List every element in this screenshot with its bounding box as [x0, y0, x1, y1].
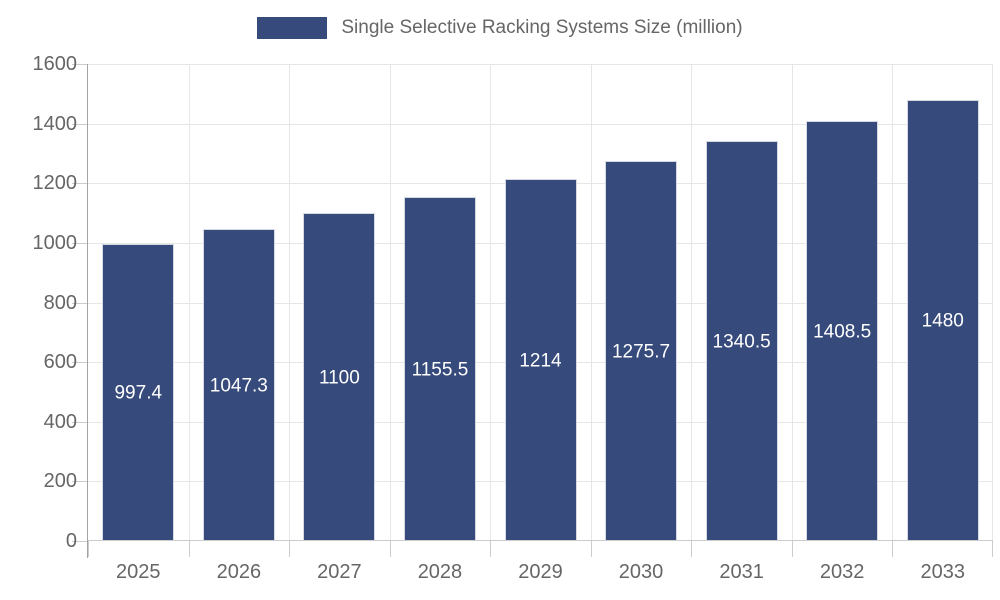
y-tick-mark: [72, 183, 87, 184]
y-tick-mark: [72, 481, 87, 482]
x-axis-tick-label: 2033: [920, 561, 965, 583]
plot-area: 0 200 400 600 800 1000 1200 1400 1600 2025 997.4 20…: [33, 54, 993, 582]
bar-value-label: 997.4: [114, 382, 163, 404]
bar-value-label: 1408.5: [813, 321, 872, 342]
bar-value-label: 1214: [519, 350, 562, 371]
y-tick-mark: [72, 243, 87, 244]
x-tick-mark: [591, 541, 592, 557]
y-axis-tick-label: 1400: [32, 112, 78, 135]
y-axis-tick-label: 1600: [32, 53, 78, 75]
y-tick-mark: [72, 422, 87, 423]
x-tick-mark: [892, 541, 893, 557]
bar: 1100: [303, 213, 376, 541]
bar-value-label: 1155.5: [411, 359, 469, 380]
bar-value-label: 1340.5: [712, 331, 771, 352]
y-axis-tick-label: 200: [43, 470, 77, 493]
y-axis-tick-label: 600: [43, 351, 77, 374]
x-gridline: [490, 64, 491, 541]
y-axis-tick-label: 1000: [32, 231, 78, 254]
y-gridline: [88, 124, 993, 125]
bar-value-label: 1047.3: [209, 375, 268, 396]
x-gridline: [289, 64, 290, 541]
x-axis-tick-label: 2031: [719, 561, 764, 583]
bar: 1480: [906, 100, 979, 541]
bar: 1214: [504, 179, 577, 541]
legend-swatch: [257, 17, 328, 39]
x-tick-mark: [691, 541, 692, 557]
x-tick-mark: [792, 541, 793, 557]
bar: 1047.3: [202, 229, 275, 541]
x-gridline: [892, 64, 893, 541]
x-axis-tick-label: 2032: [819, 561, 865, 583]
x-axis-tick-label: 2025: [116, 561, 161, 583]
bar: 1155.5: [403, 197, 476, 541]
legend-label: Single Selective Racking Systems Size (m…: [341, 17, 743, 38]
y-axis-tick-label: 400: [43, 410, 77, 433]
x-gridline: [189, 64, 190, 541]
x-gridline: [792, 64, 793, 541]
x-axis-tick-label: 2030: [618, 561, 664, 583]
x-tick-mark: [88, 541, 89, 557]
x-gridline: [591, 64, 592, 541]
y-tick-mark: [72, 64, 87, 65]
y-tick-mark: [72, 124, 87, 125]
x-gridline: [691, 64, 692, 541]
legend[interactable]: Single Selective Racking Systems Size (m…: [0, 17, 1000, 39]
bar: 1408.5: [806, 121, 879, 541]
x-axis-line: [88, 540, 993, 541]
x-axis-tick-label: 2029: [518, 561, 563, 583]
y-tick-mark: [72, 303, 87, 304]
y-axis-line: [87, 64, 88, 558]
x-tick-mark: [992, 541, 993, 557]
y-gridline: [88, 64, 993, 65]
x-axis-tick-label: 2027: [317, 561, 362, 583]
bar-value-label: 1480: [921, 310, 964, 332]
y-axis-tick-label: 0: [65, 530, 77, 552]
x-tick-mark: [189, 541, 190, 557]
y-axis-tick-label: 800: [43, 291, 77, 314]
y-tick-mark: [72, 541, 87, 542]
y-axis-tick-label: 1200: [32, 172, 78, 195]
x-gridline: [390, 64, 391, 541]
bar: 1275.7: [605, 161, 678, 541]
x-tick-mark: [289, 541, 290, 557]
bar: 997.4: [102, 244, 175, 541]
x-tick-mark: [390, 541, 391, 557]
x-axis-tick-label: 2028: [417, 561, 463, 583]
bar: 1340.5: [705, 141, 778, 541]
x-gridline: [992, 64, 993, 541]
bar-value-label: 1100: [318, 367, 360, 388]
bar-value-label: 1275.7: [611, 341, 671, 362]
x-tick-mark: [490, 541, 491, 557]
y-tick-mark: [72, 362, 87, 363]
x-axis-tick-label: 2026: [216, 561, 262, 583]
